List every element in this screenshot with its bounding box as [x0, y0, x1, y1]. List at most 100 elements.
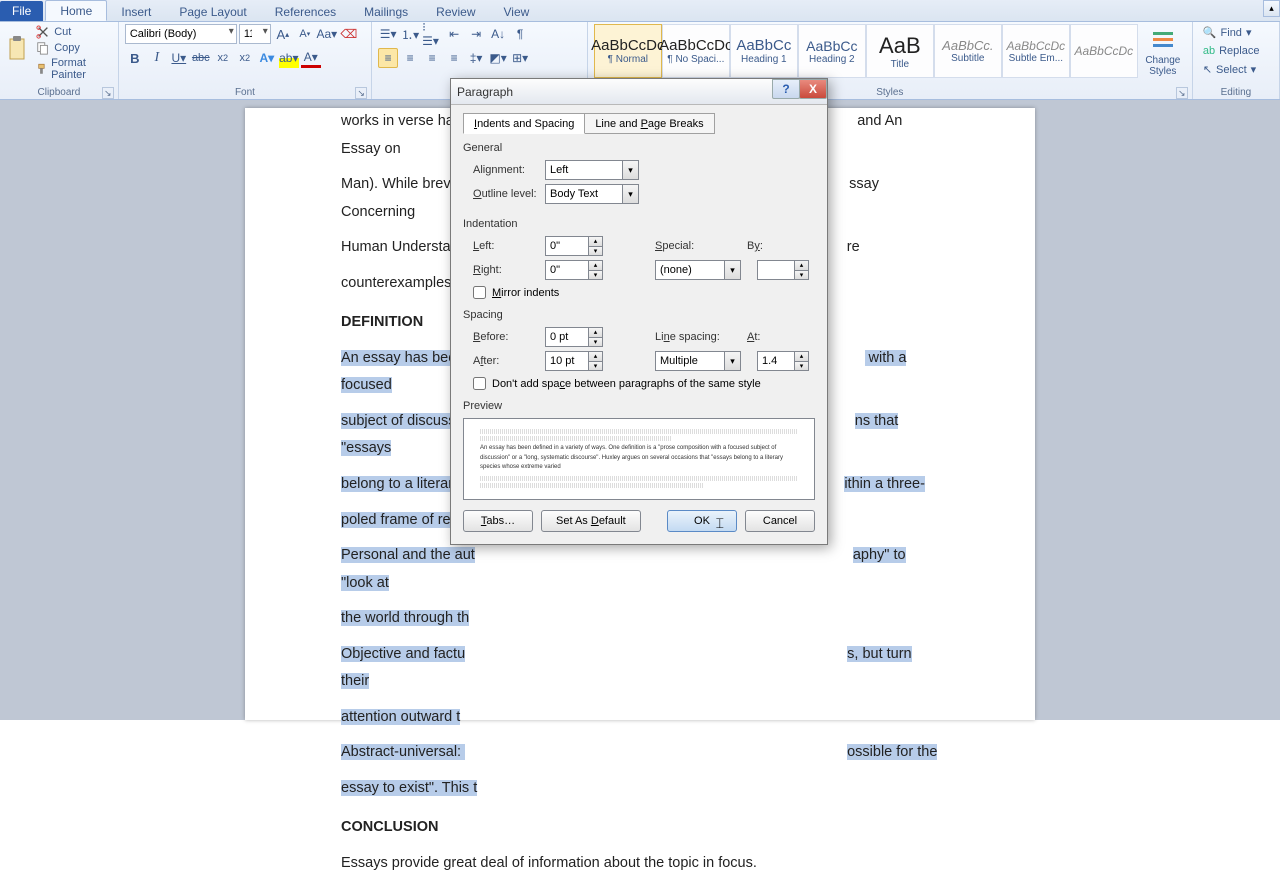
copy-button[interactable]: Copy	[32, 40, 112, 56]
at-up[interactable]: ▴	[795, 351, 809, 361]
style-title[interactable]: AaBTitle	[866, 24, 934, 78]
cancel-button[interactable]: Cancel	[745, 510, 815, 532]
align-right-button[interactable]: ≡	[422, 48, 442, 68]
change-case-button[interactable]: Aa▾	[317, 24, 337, 44]
style-no-spacing[interactable]: AaBbCcDc¶ No Spaci...	[662, 24, 730, 78]
multilevel-button[interactable]: ⁝☰▾	[422, 24, 442, 44]
tab-file[interactable]: File	[0, 1, 43, 21]
style-heading2[interactable]: AaBbCcHeading 2	[798, 24, 866, 78]
at-label: At:	[747, 331, 771, 343]
justify-button[interactable]: ≡	[444, 48, 464, 68]
find-icon: 🔍	[1203, 26, 1217, 39]
style-subtle-em[interactable]: AaBbCcDcSubtle Em...	[1002, 24, 1070, 78]
alignment-combo[interactable]	[545, 160, 623, 180]
numbering-button[interactable]: ⒈▾	[400, 24, 420, 44]
highlight-button[interactable]: ab▾	[279, 48, 299, 68]
subscript-button[interactable]: x2	[213, 48, 233, 68]
tab-line-page-breaks[interactable]: Line and Page Breaks	[584, 113, 714, 134]
align-left-button[interactable]: ≡	[378, 48, 398, 68]
style-heading1[interactable]: AaBbCcHeading 1	[730, 24, 798, 78]
special-combo[interactable]	[655, 260, 725, 280]
tab-home[interactable]: Home	[45, 0, 107, 21]
by-up[interactable]: ▴	[795, 260, 809, 270]
show-marks-button[interactable]: ¶	[510, 24, 530, 44]
tab-references[interactable]: References	[261, 2, 350, 21]
font-launcher[interactable]: ↘	[355, 87, 367, 99]
bullets-button[interactable]: ☰▾	[378, 24, 398, 44]
change-styles-button[interactable]: Change Styles	[1140, 24, 1186, 77]
tab-mailings[interactable]: Mailings	[350, 2, 422, 21]
styles-gallery[interactable]: AaBbCcDc¶ Normal AaBbCcDc¶ No Spaci... A…	[594, 24, 1138, 78]
line-spacing-button[interactable]: ‡▾	[466, 48, 486, 68]
decrease-indent-button[interactable]: ⇤	[444, 24, 464, 44]
format-painter-button[interactable]: Format Painter	[32, 56, 112, 82]
scroll-up-icon[interactable]: ▴	[1263, 0, 1280, 17]
tab-insert[interactable]: Insert	[107, 2, 165, 21]
scissors-icon	[36, 25, 50, 39]
indent-left-down[interactable]: ▾	[589, 246, 603, 256]
tab-page-layout[interactable]: Page Layout	[165, 2, 260, 21]
replace-button[interactable]: abReplace	[1199, 43, 1264, 59]
dialog-close-button[interactable]: X	[799, 79, 827, 99]
before-up[interactable]: ▴	[589, 327, 603, 337]
clipboard-launcher[interactable]: ↘	[102, 87, 114, 99]
indent-left-up[interactable]: ▴	[589, 236, 603, 246]
outline-combo[interactable]	[545, 184, 623, 204]
font-size-select[interactable]	[239, 24, 271, 44]
set-default-button[interactable]: Set As Default	[541, 510, 641, 532]
shading-button[interactable]: ◩▾	[488, 48, 508, 68]
group-editing: 🔍Find▾ abReplace ↖Select▾ Editing	[1193, 22, 1280, 99]
by-down[interactable]: ▾	[795, 270, 809, 280]
before-input[interactable]	[545, 327, 589, 347]
cut-button[interactable]: Cut	[32, 24, 112, 40]
editing-group-label: Editing	[1221, 87, 1252, 98]
dialog-titlebar[interactable]: Paragraph ? X	[451, 79, 827, 105]
after-up[interactable]: ▴	[589, 351, 603, 361]
indent-right-input[interactable]	[545, 260, 589, 280]
ok-button[interactable]: OK⌶	[667, 510, 737, 532]
indent-right-down[interactable]: ▾	[589, 270, 603, 280]
sort-button[interactable]: A↓	[488, 24, 508, 44]
underline-button[interactable]: U▾	[169, 48, 189, 68]
font-family-select[interactable]	[125, 24, 237, 44]
text-effects-button[interactable]: A▾	[257, 48, 277, 68]
special-arrow[interactable]: ▾	[725, 260, 741, 280]
align-center-button[interactable]: ≡	[400, 48, 420, 68]
increase-indent-button[interactable]: ⇥	[466, 24, 486, 44]
styles-launcher[interactable]: ↘	[1176, 87, 1188, 99]
dont-add-checkbox[interactable]	[473, 377, 486, 390]
shrink-font-button[interactable]: A▾	[295, 24, 315, 44]
outline-arrow[interactable]: ▾	[623, 184, 639, 204]
paste-button[interactable]	[6, 24, 30, 74]
alignment-arrow[interactable]: ▾	[623, 160, 639, 180]
superscript-button[interactable]: x2	[235, 48, 255, 68]
before-down[interactable]: ▾	[589, 337, 603, 347]
style-normal[interactable]: AaBbCcDc¶ Normal	[594, 24, 662, 78]
tab-review[interactable]: Review	[422, 2, 489, 21]
after-input[interactable]	[545, 351, 589, 371]
line-spacing-arrow[interactable]: ▾	[725, 351, 741, 371]
clear-format-button[interactable]: ⌫	[339, 24, 359, 44]
borders-button[interactable]: ⊞▾	[510, 48, 530, 68]
at-down[interactable]: ▾	[795, 361, 809, 371]
bold-button[interactable]: B	[125, 48, 145, 68]
tab-view[interactable]: View	[490, 2, 544, 21]
tabs-button[interactable]: Tabs…	[463, 510, 533, 532]
style-subtitle[interactable]: AaBbCc.Subtitle	[934, 24, 1002, 78]
italic-button[interactable]: I	[147, 48, 167, 68]
after-down[interactable]: ▾	[589, 361, 603, 371]
mirror-checkbox[interactable]	[473, 286, 486, 299]
line-spacing-combo[interactable]	[655, 351, 725, 371]
tab-indents-spacing[interactable]: Indents and Spacing	[463, 113, 585, 134]
indent-right-up[interactable]: ▴	[589, 260, 603, 270]
strike-button[interactable]: abc	[191, 48, 211, 68]
style-more[interactable]: AaBbCcDc	[1070, 24, 1138, 78]
font-color-button[interactable]: A▾	[301, 48, 321, 68]
find-button[interactable]: 🔍Find▾	[1199, 24, 1256, 41]
select-button[interactable]: ↖Select▾	[1199, 61, 1260, 78]
grow-font-button[interactable]: A▴	[273, 24, 293, 44]
indent-left-input[interactable]	[545, 236, 589, 256]
at-input[interactable]	[757, 351, 795, 371]
dialog-help-button[interactable]: ?	[772, 79, 800, 99]
by-input[interactable]	[757, 260, 795, 280]
